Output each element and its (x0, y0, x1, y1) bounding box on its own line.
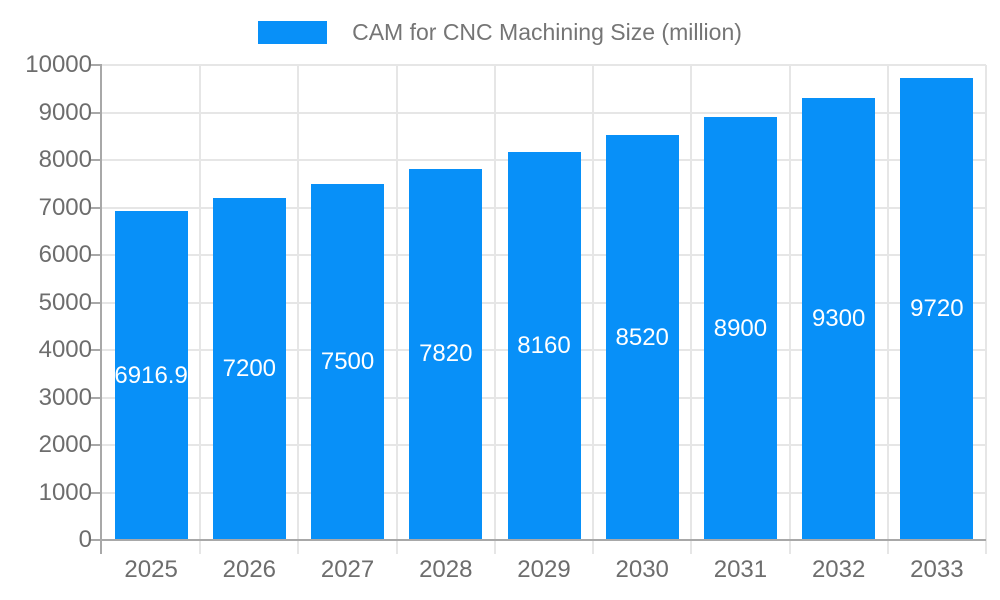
y-axis-tick-label: 6000 (38, 241, 92, 268)
vertical-gridline (592, 65, 595, 554)
bar[interactable]: 8160 (507, 152, 581, 540)
x-axis-tick-label: 2025 (124, 556, 178, 583)
bar-value-label: 8520 (615, 323, 669, 351)
vertical-gridline (788, 65, 791, 554)
x-axis-tick-label: 2030 (615, 556, 669, 583)
y-axis-tick (90, 349, 102, 351)
y-axis-tick (90, 111, 102, 114)
bar[interactable]: 6916.9 (114, 211, 188, 540)
bar[interactable]: 7820 (409, 168, 483, 540)
y-axis-tick-label: 1000 (38, 478, 92, 506)
x-axis-tick-label: 2027 (320, 556, 375, 583)
y-axis-tick (90, 254, 102, 256)
vertical-gridline (985, 65, 987, 554)
bar-value-label: 9720 (910, 295, 964, 323)
vertical-gridline (395, 65, 398, 554)
y-axis-tick (90, 444, 102, 446)
y-axis-tick-label: 0 (78, 526, 92, 553)
vertical-gridline (886, 65, 889, 554)
y-axis-line (100, 65, 102, 554)
y-axis-tick-label: 4000 (38, 336, 92, 363)
x-axis-tick-label: 2033 (910, 556, 964, 583)
bar[interactable]: 7200 (212, 198, 286, 540)
bar-value-label: 7820 (419, 340, 473, 368)
x-axis-tick-label: 2029 (517, 556, 571, 583)
vertical-gridline (690, 65, 693, 554)
y-axis-tick (90, 539, 102, 541)
bar-value-label: 9300 (811, 305, 866, 333)
horizontal-gridline (102, 111, 986, 114)
legend-swatch (258, 20, 328, 44)
bar[interactable]: 8900 (703, 117, 777, 540)
vertical-gridline (297, 65, 300, 554)
bar[interactable]: 8520 (605, 135, 679, 540)
y-axis-tick (90, 159, 102, 161)
y-axis-tick-label: 3000 (38, 383, 92, 411)
y-axis-tick-label: 5000 (38, 288, 92, 316)
y-axis-tick-label: 7000 (38, 193, 92, 221)
horizontal-gridline (102, 64, 986, 66)
y-axis-tick (90, 64, 102, 66)
legend-label: CAM for CNC Machining Size (million) (352, 19, 742, 45)
vertical-gridline (199, 65, 202, 554)
bar-value-label: 8900 (713, 314, 768, 342)
y-axis-tick-label: 9000 (38, 98, 92, 126)
x-axis-tick-label: 2026 (222, 556, 277, 583)
x-axis-line (100, 539, 986, 541)
y-axis-tick-label: 2000 (38, 431, 92, 458)
y-axis-tick (90, 206, 102, 209)
y-axis-tick-label: 8000 (38, 146, 92, 173)
bar-value-label: 7500 (320, 347, 375, 375)
bar[interactable]: 9300 (802, 98, 876, 540)
bar[interactable]: 7500 (311, 183, 385, 540)
bar[interactable]: 9720 (900, 78, 974, 540)
vertical-gridline (493, 65, 496, 554)
bar-value-label: 8160 (517, 332, 571, 360)
x-axis-tick-label: 2032 (811, 556, 866, 583)
y-axis-tick (90, 491, 102, 494)
x-axis-tick-label: 2028 (419, 556, 473, 583)
y-axis-tick (90, 396, 102, 399)
y-axis-tick-label: 10000 (25, 51, 92, 78)
y-axis-tick (90, 301, 102, 304)
bar-value-label: 6916.9 (114, 361, 188, 389)
x-axis-tick-label: 2031 (713, 556, 768, 583)
legend[interactable]: CAM for CNC Machining Size (million) (0, 19, 1000, 45)
bar-value-label: 7200 (222, 355, 277, 382)
